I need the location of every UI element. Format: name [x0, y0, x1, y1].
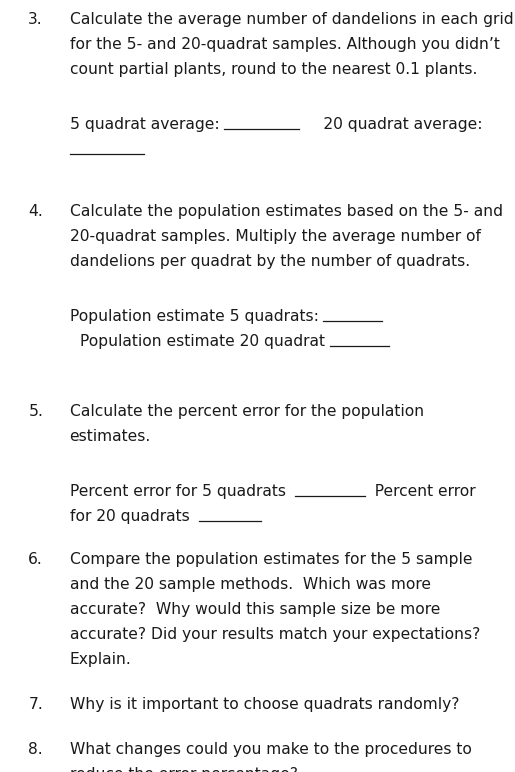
Text: Calculate the percent error for the population: Calculate the percent error for the popu…	[70, 404, 424, 419]
Text: Calculate the population estimates based on the 5- and: Calculate the population estimates based…	[70, 204, 503, 219]
Text: Population estimate 5 quadrats:: Population estimate 5 quadrats:	[70, 309, 323, 324]
Text: accurate? Did your results match your expectations?: accurate? Did your results match your ex…	[70, 627, 480, 642]
Text: reduce the error percentage?: reduce the error percentage?	[70, 767, 298, 772]
Text: Percent error for 5 quadrats: Percent error for 5 quadrats	[70, 484, 295, 499]
Text: for 20 quadrats: for 20 quadrats	[70, 509, 199, 524]
Text: Explain.: Explain.	[70, 652, 131, 666]
Text: Why is it important to choose quadrats randomly?: Why is it important to choose quadrats r…	[70, 696, 459, 712]
Text: dandelions per quadrat by the number of quadrats.: dandelions per quadrat by the number of …	[70, 254, 470, 269]
Text: 7.: 7.	[28, 696, 43, 712]
Text: and the 20 sample methods.  Which was more: and the 20 sample methods. Which was mor…	[70, 577, 431, 591]
Text: 8.: 8.	[28, 742, 43, 757]
Text: Percent error: Percent error	[365, 484, 475, 499]
Text: Population estimate 20 quadrat: Population estimate 20 quadrat	[80, 334, 330, 349]
Text: for the 5- and 20-quadrat samples. Although you didn’t: for the 5- and 20-quadrat samples. Altho…	[70, 36, 500, 52]
Text: 20-quadrat samples. Multiply the average number of: 20-quadrat samples. Multiply the average…	[70, 229, 480, 244]
Text: Calculate the average number of dandelions in each grid: Calculate the average number of dandelio…	[70, 12, 513, 26]
Text: Compare the population estimates for the 5 sample: Compare the population estimates for the…	[70, 551, 472, 567]
Text: count partial plants, round to the nearest 0.1 plants.: count partial plants, round to the neare…	[70, 62, 477, 76]
Text: 3.: 3.	[28, 12, 43, 26]
Text: 20 quadrat average:: 20 quadrat average:	[299, 117, 482, 131]
Text: estimates.: estimates.	[70, 429, 151, 444]
Text: 5 quadrat average:: 5 quadrat average:	[70, 117, 224, 131]
Text: What changes could you make to the procedures to: What changes could you make to the proce…	[70, 742, 471, 757]
Text: 4.: 4.	[28, 204, 43, 219]
Text: accurate?  Why would this sample size be more: accurate? Why would this sample size be …	[70, 601, 440, 617]
Text: 6.: 6.	[28, 551, 43, 567]
Text: 5.: 5.	[28, 404, 43, 419]
